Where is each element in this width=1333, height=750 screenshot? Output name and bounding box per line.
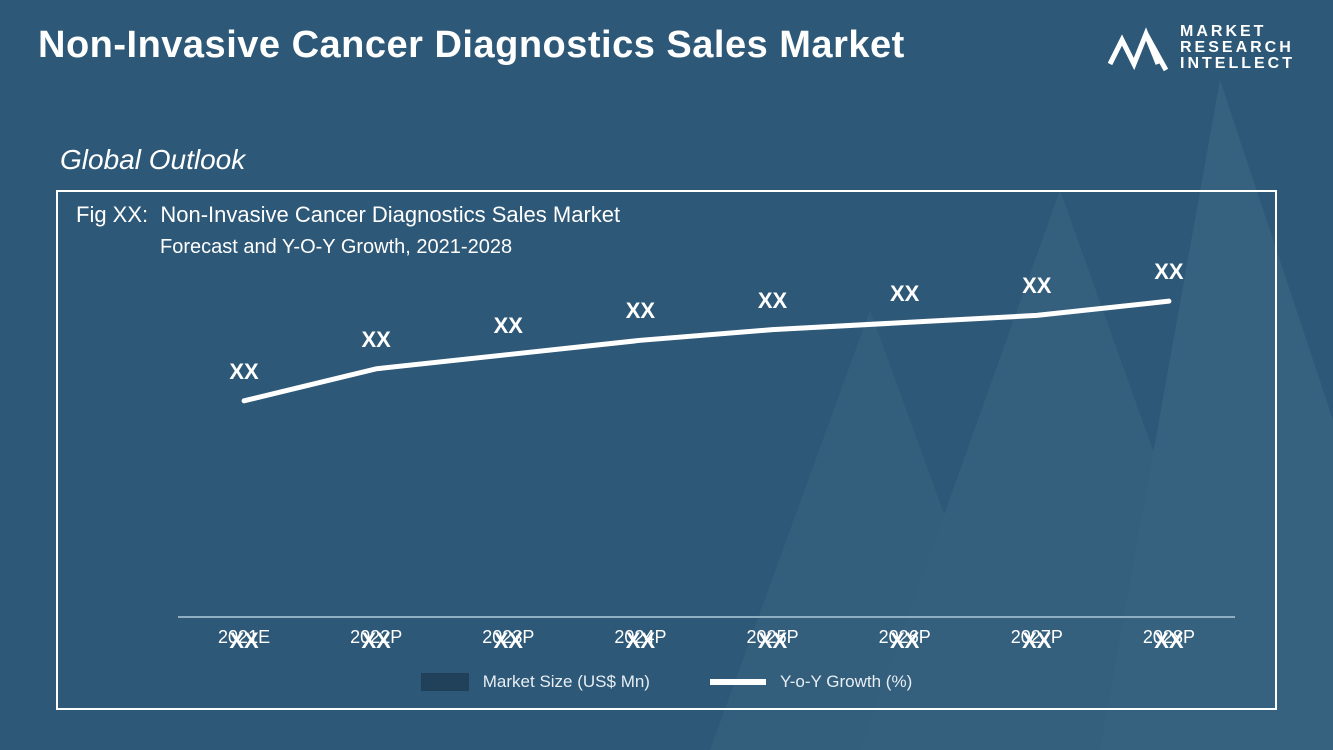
logo-line: RESEARCH <box>1180 40 1295 56</box>
brand-logo: MARKET RESEARCH INTELLECT <box>1108 24 1295 72</box>
logo-line: INTELLECT <box>1180 56 1295 72</box>
legend-item-bar: Market Size (US$ Mn) <box>421 672 650 692</box>
logo-line: MARKET <box>1180 24 1295 40</box>
figure-title: Fig XX: Non-Invasive Cancer Diagnostics … <box>76 202 620 228</box>
growth-value-label: XX <box>718 288 828 314</box>
x-tick-label: 2028P <box>1143 627 1195 648</box>
growth-value-label: XX <box>850 281 960 307</box>
x-axis-labels: 2021E 2022P 2023P 2024P 2025P 2026P 2027P 2028P <box>178 627 1235 648</box>
figure-subtitle: Forecast and Y-O-Y Growth, 2021-2028 <box>160 236 512 259</box>
figure-title-text: Non-Invasive Cancer Diagnostics Sales Ma… <box>160 202 620 227</box>
growth-value-label: XX <box>585 298 695 324</box>
growth-labels-layer: XX XX XX XX XX XX XX XX <box>178 262 1235 618</box>
legend-bar-label: Market Size (US$ Mn) <box>483 672 650 692</box>
chart-legend: Market Size (US$ Mn) Y-o-Y Growth (%) <box>58 672 1275 692</box>
x-tick-label: 2022P <box>350 627 402 648</box>
x-tick-label: 2024P <box>614 627 666 648</box>
x-tick-label: 2021E <box>218 627 270 648</box>
growth-value-label: XX <box>1114 259 1224 285</box>
legend-item-line: Y-o-Y Growth (%) <box>710 672 912 692</box>
x-tick-label: 2027P <box>1011 627 1063 648</box>
header: Non-Invasive Cancer Diagnostics Sales Ma… <box>38 24 1295 72</box>
page-title: Non-Invasive Cancer Diagnostics Sales Ma… <box>38 24 905 67</box>
growth-value-label: XX <box>453 313 563 339</box>
figure-label: Fig XX: <box>76 202 148 227</box>
growth-value-label: XX <box>189 359 299 385</box>
plot-area: XX XX XX XX XX XX XX XX XX XX XX XX XX XX XX XX <box>178 262 1235 618</box>
growth-value-label: XX <box>321 327 431 353</box>
logo-text: MARKET RESEARCH INTELLECT <box>1180 24 1295 72</box>
x-tick-label: 2023P <box>482 627 534 648</box>
section-subtitle: Global Outlook <box>60 144 245 176</box>
logo-mark-icon <box>1108 24 1168 72</box>
x-tick-label: 2025P <box>747 627 799 648</box>
bar-swatch-icon <box>421 673 469 691</box>
line-swatch-icon <box>710 679 766 685</box>
x-tick-label: 2026P <box>879 627 931 648</box>
chart-container: Fig XX: Non-Invasive Cancer Diagnostics … <box>56 190 1277 710</box>
legend-line-label: Y-o-Y Growth (%) <box>780 672 912 692</box>
growth-value-label: XX <box>982 273 1092 299</box>
